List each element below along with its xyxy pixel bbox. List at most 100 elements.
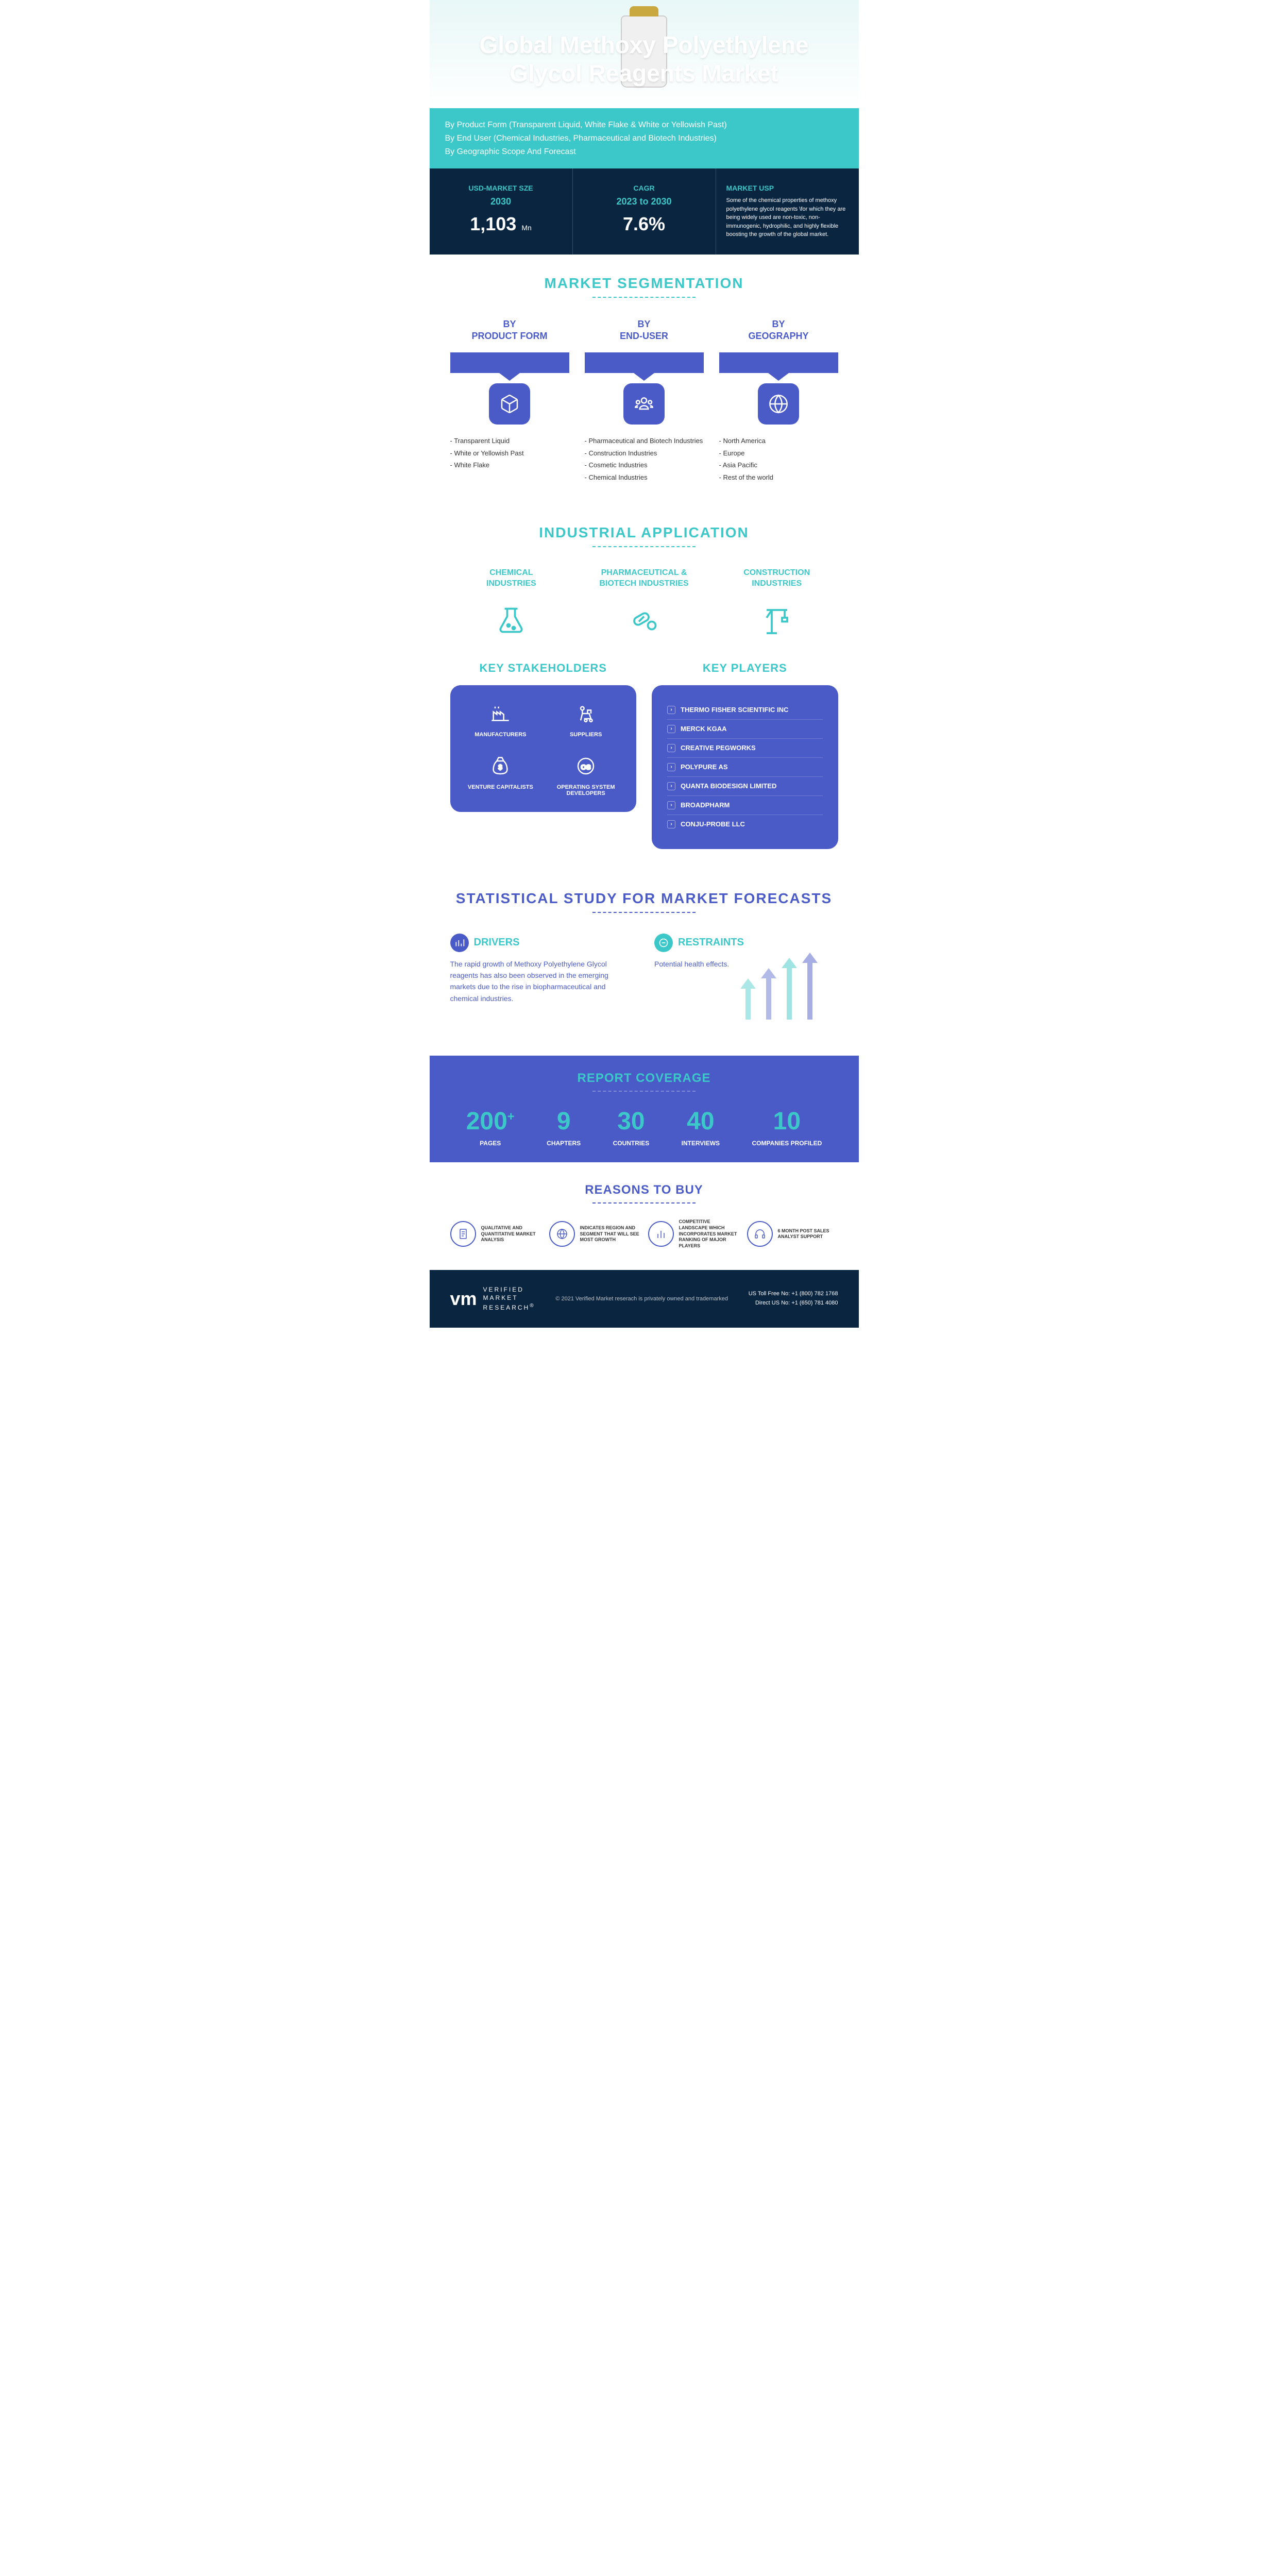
moneybag-icon: $ — [466, 753, 536, 779]
arrows-decoration — [735, 947, 838, 1025]
seg-banner — [719, 352, 838, 373]
section-title: STATISTICAL STUDY FOR MARKET FORECASTS — [450, 890, 838, 907]
pills-icon — [583, 600, 705, 641]
divider — [592, 1202, 696, 1204]
seg-col-product: BY PRODUCT FORM Transparent Liquid White… — [450, 318, 569, 483]
drivers-title: DRIVERS — [450, 934, 634, 952]
footer-logo: vm VERIFIED MARKET RESEARCH® — [450, 1285, 535, 1312]
player-item: ›CREATIVE PEGWORKS — [667, 739, 823, 758]
stat-value: 7.6% — [583, 213, 705, 235]
coverage-row: 200+ PAGES 9 CHAPTERS 30 COUNTRIES 40 IN… — [450, 1107, 838, 1147]
stat-year: 2030 — [440, 196, 562, 207]
player-item: ›QUANTA BIODESIGN LIMITED — [667, 777, 823, 796]
seg-list: Pharmaceutical and Biotech Industries Co… — [585, 435, 704, 483]
stake-suppliers: SUPPLIERS — [551, 701, 621, 738]
player-item: ›POLYPURE AS — [667, 758, 823, 777]
divider — [592, 912, 696, 913]
bars-icon — [648, 1221, 674, 1247]
coverage-section: REPORT COVERAGE 200+ PAGES 9 CHAPTERS 30… — [430, 1056, 859, 1162]
coverage-interviews: 40 INTERVIEWS — [682, 1107, 720, 1147]
reasons-row: QUALITATIVE AND QUANTITATIVE MARKET ANAL… — [450, 1219, 838, 1249]
reason-item: 6 MONTH POST SALES ANALYST SUPPORT — [747, 1219, 838, 1249]
coverage-title: REPORT COVERAGE — [450, 1071, 838, 1086]
divider — [592, 1091, 696, 1092]
arrow-icon: › — [667, 763, 675, 771]
app-col-construction: CONSTRUCTION INDUSTRIES — [716, 568, 838, 641]
coverage-chapters: 9 CHAPTERS — [547, 1107, 581, 1147]
footer-contact: US Toll Free No: +1 (800) 782 1768 Direc… — [749, 1290, 838, 1308]
subtitle-box: By Product Form (Transparent Liquid, Whi… — [430, 108, 859, 168]
chart-icon — [450, 934, 469, 952]
factory-icon — [466, 701, 536, 726]
stat-market-size: USD-MARKET SZE 2030 1,103 Mn — [430, 168, 573, 255]
os-icon: OS — [551, 753, 621, 779]
crane-icon — [716, 600, 838, 641]
stat-period: 2023 to 2030 — [583, 196, 705, 207]
footer-copyright: © 2021 Verified Market reserach is priva… — [555, 1296, 728, 1302]
reason-item: QUALITATIVE AND QUANTITATIVE MARKET ANAL… — [450, 1219, 541, 1249]
people-icon — [623, 383, 665, 425]
segmentation-section: MARKET SEGMENTATION BY PRODUCT FORM Tran… — [430, 255, 859, 504]
app-label: PHARMACEUTICAL & BIOTECH INDUSTRIES — [583, 568, 705, 589]
arrow-icon: › — [667, 725, 675, 733]
subtitle-line2: By End User (Chemical Industries, Pharma… — [445, 132, 843, 145]
reasons-title: REASONS TO BUY — [450, 1183, 838, 1197]
subtitle-line3: By Geographic Scope And Forecast — [445, 145, 843, 159]
logo-mark: vm — [450, 1288, 477, 1310]
players-col: KEY PLAYERS ›THERMO FISHER SCIENTIFIC IN… — [652, 662, 838, 849]
stat-label: MARKET USP — [726, 184, 849, 192]
stats-row: USD-MARKET SZE 2030 1,103 Mn CAGR 2023 t… — [430, 168, 859, 255]
stake-venture: $ VENTURE CAPITALISTS — [466, 753, 536, 796]
arrow-icon: › — [667, 820, 675, 828]
player-item: ›CONJU-PROBE LLC — [667, 815, 823, 834]
forecast-row: DRIVERS The rapid growth of Methoxy Poly… — [450, 934, 838, 1005]
stat-label: USD-MARKET SZE — [440, 184, 562, 192]
svg-text:$: $ — [499, 763, 503, 771]
reasons-section: REASONS TO BUY QUALITATIVE AND QUANTITAT… — [430, 1162, 859, 1269]
app-label: CONSTRUCTION INDUSTRIES — [716, 568, 838, 589]
title-line2: Glycol Reagents Market — [510, 60, 778, 87]
coverage-pages: 200+ PAGES — [466, 1107, 515, 1147]
application-row: CHEMICAL INDUSTRIES PHARMACEUTICAL & BIO… — [450, 568, 838, 641]
svg-text:OS: OS — [581, 763, 590, 771]
drivers-col: DRIVERS The rapid growth of Methoxy Poly… — [450, 934, 634, 1005]
coverage-countries: 30 COUNTRIES — [613, 1107, 650, 1147]
seg-list: Transparent Liquid White or Yellowish Pa… — [450, 435, 569, 471]
coverage-companies: 10 COMPANIES PROFILED — [752, 1107, 822, 1147]
seg-col-enduser: BY END-USER Pharmaceutical and Biotech I… — [585, 318, 704, 483]
app-label: CHEMICAL INDUSTRIES — [450, 568, 573, 589]
hero-title: Global Methoxy Polyethylene Glycol Reage… — [450, 31, 838, 88]
footer: vm VERIFIED MARKET RESEARCH® © 2021 Veri… — [430, 1270, 859, 1328]
globe-small-icon — [549, 1221, 575, 1247]
document-icon — [450, 1221, 476, 1247]
stat-usp: MARKET USP Some of the chemical properti… — [716, 168, 859, 255]
divider — [592, 297, 696, 298]
reason-item: COMPETITIVE LANDSCAPE WHICH INCORPORATES… — [648, 1219, 739, 1249]
arrow-icon: › — [667, 706, 675, 714]
seg-label: BY GEOGRAPHY — [719, 318, 838, 343]
section-title: MARKET SEGMENTATION — [450, 275, 838, 292]
reason-item: INDICATES REGION AND SEGMENT THAT WILL S… — [549, 1219, 640, 1249]
flask-icon — [450, 600, 573, 641]
stat-value: 1,103 Mn — [440, 213, 562, 235]
title-line1: Global Methoxy Polyethylene — [479, 31, 808, 58]
stat-label: CAGR — [583, 184, 705, 192]
cart-icon — [551, 701, 621, 726]
globe-icon — [758, 383, 799, 425]
col-title: KEY STAKEHOLDERS — [450, 662, 637, 675]
headset-icon — [747, 1221, 773, 1247]
logo-text: VERIFIED MARKET RESEARCH® — [483, 1285, 535, 1312]
players-box: ›THERMO FISHER SCIENTIFIC INC ›MERCK KGA… — [652, 685, 838, 849]
stat-desc: Some of the chemical properties of metho… — [726, 196, 849, 239]
application-section: INDUSTRIAL APPLICATION CHEMICAL INDUSTRI… — [430, 504, 859, 870]
col-title: KEY PLAYERS — [652, 662, 838, 675]
seg-list: North America Europe Asia Pacific Rest o… — [719, 435, 838, 483]
stop-icon — [654, 934, 673, 952]
stakeholders-players-row: KEY STAKEHOLDERS MANUFACTURERS SUPPLIERS — [450, 662, 838, 849]
forecast-section: STATISTICAL STUDY FOR MARKET FORECASTS D… — [430, 870, 859, 1025]
hero-section: Global Methoxy Polyethylene Glycol Reage… — [430, 0, 859, 108]
player-item: ›THERMO FISHER SCIENTIFIC INC — [667, 701, 823, 720]
seg-col-geography: BY GEOGRAPHY North America Europe Asia P… — [719, 318, 838, 483]
seg-banner — [585, 352, 704, 373]
stake-os-dev: OS OPERATING SYSTEM DEVELOPERS — [551, 753, 621, 796]
